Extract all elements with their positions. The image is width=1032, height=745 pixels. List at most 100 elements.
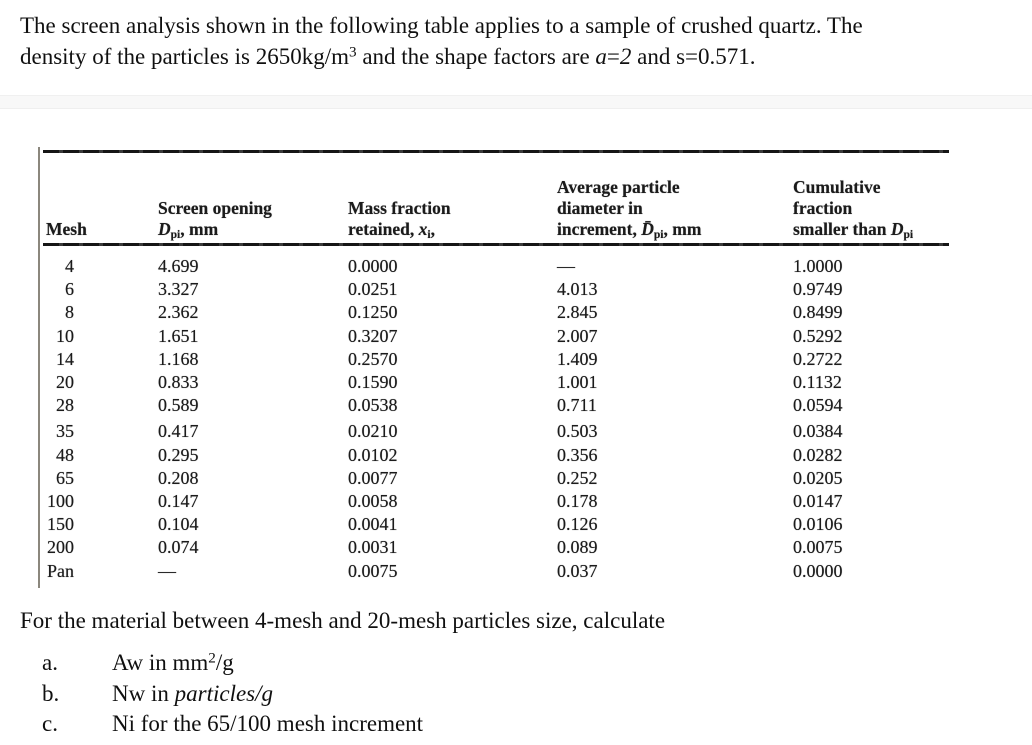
cell-screen-opening: 4.699 <box>158 256 199 276</box>
cell-mass-fraction: 0.0102 <box>348 444 398 465</box>
cell-screen-opening: 0.074 <box>158 537 199 558</box>
table-row: 10 1.651 0.3207 2.007 0.5292 <box>43 325 950 348</box>
cell-mesh: 28 <box>56 395 74 416</box>
cell-screen-opening: 0.589 <box>158 395 199 416</box>
cell-cum-fraction: 0.0282 <box>793 444 843 465</box>
cell-avg-diameter: — <box>557 256 575 276</box>
cell-mass-fraction: 0.2570 <box>348 348 398 369</box>
question-item-text: Ni for the 65/100 mesh increment <box>112 711 424 736</box>
cell-mass-fraction: 0.0251 <box>348 279 398 300</box>
cell-avg-diameter: 2.845 <box>557 302 598 323</box>
cell-screen-opening: 3.327 <box>158 279 199 300</box>
cell-screen-opening: 1.651 <box>158 325 199 346</box>
cell-screen-opening: 0.147 <box>158 491 199 512</box>
cell-mass-fraction: 0.3207 <box>348 325 398 346</box>
cell-mass-fraction: 0.0210 <box>348 421 398 442</box>
cell-mesh: 20 <box>56 372 74 393</box>
divider-band <box>0 95 1032 109</box>
table-row: 20 0.833 0.1590 1.001 0.1132 <box>43 371 950 394</box>
screen-analysis-table: Mesh Screen opening Dpi, mm Mass fraction… <box>38 147 950 588</box>
table-row: 6 3.327 0.0251 4.013 0.9749 <box>43 278 950 301</box>
cell-cum-fraction: 0.0384 <box>793 421 843 442</box>
cell-avg-diameter: 0.126 <box>557 514 598 535</box>
cell-screen-opening: 0.833 <box>158 372 199 393</box>
question-list: a. Aw in mm2/g b. Nw in particles/g c. N… <box>42 648 423 740</box>
cell-cum-fraction: 0.0000 <box>793 560 843 581</box>
column-header-mesh: Mesh <box>46 219 87 239</box>
cell-mesh: 14 <box>56 348 74 369</box>
question-prompt: For the material between 4-mesh and 20-m… <box>20 608 666 633</box>
cell-screen-opening: — <box>158 560 176 581</box>
table-row: 28 0.589 0.0538 0.711 0.0594 <box>43 394 950 417</box>
cell-mesh: Pan <box>47 560 74 581</box>
cell-cum-fraction: 0.9749 <box>793 279 843 300</box>
column-header-avg-diameter: Average particle diameter in increment, D̄… <box>557 177 702 242</box>
table-row: 48 0.295 0.0102 0.356 0.0282 <box>43 444 950 467</box>
cell-avg-diameter: 4.013 <box>557 279 598 300</box>
table-row: 4 4.699 0.0000 — 1.0000 <box>43 255 950 278</box>
cell-mesh: 6 <box>65 279 74 300</box>
cell-avg-diameter: 0.037 <box>557 560 598 581</box>
question-item-b: b. Nw in particles/g <box>42 679 423 710</box>
question-item-text: Aw in mm2/g <box>112 649 234 675</box>
cell-avg-diameter: 0.178 <box>557 491 598 512</box>
cell-screen-opening: 0.104 <box>158 514 199 535</box>
cell-cum-fraction: 0.0594 <box>793 395 843 416</box>
cell-mass-fraction: 0.0000 <box>348 256 398 276</box>
cell-avg-diameter: 0.252 <box>557 467 598 488</box>
question-item-label: a. <box>42 650 58 675</box>
cell-mesh: 4 <box>65 256 74 276</box>
table-body: 4 4.699 0.0000 — 1.0000 6 3.327 0.0251 4… <box>43 255 950 583</box>
cell-cum-fraction: 0.8499 <box>793 302 843 323</box>
table-row: 8 2.362 0.1250 2.845 0.8499 <box>43 301 950 324</box>
cell-mass-fraction: 0.0077 <box>348 467 398 488</box>
column-header-screen-opening: Screen opening Dpi, mm <box>158 198 272 242</box>
cell-mesh: 35 <box>56 421 74 442</box>
cell-mesh: 65 <box>56 467 74 488</box>
cell-mass-fraction: 0.1590 <box>348 372 398 393</box>
table-row: Pan — 0.0075 0.037 0.0000 <box>43 560 950 583</box>
table-header-rule <box>43 243 949 246</box>
cell-mesh: 8 <box>65 302 74 323</box>
question-item-label: c. <box>42 711 58 736</box>
cell-screen-opening: 0.208 <box>158 467 199 488</box>
cell-avg-diameter: 1.409 <box>557 348 598 369</box>
cell-mesh: 100 <box>47 491 74 512</box>
question-item-text: Nw in particles/g <box>112 680 274 706</box>
cell-cum-fraction: 0.0205 <box>793 467 843 488</box>
cell-avg-diameter: 2.007 <box>557 325 598 346</box>
cell-mass-fraction: 0.1250 <box>348 302 398 323</box>
cell-cum-fraction: 0.0147 <box>793 491 843 512</box>
table-header-row: Mesh Screen opening Dpi, mm Mass fraction… <box>43 153 950 243</box>
cell-screen-opening: 2.362 <box>158 302 199 323</box>
cell-screen-opening: 0.417 <box>158 421 199 442</box>
question-item-a: a. Aw in mm2/g <box>42 648 423 679</box>
cell-mesh: 48 <box>56 444 74 465</box>
cell-mesh: 200 <box>47 537 74 558</box>
cell-mesh: 10 <box>56 325 74 346</box>
cell-avg-diameter: 0.089 <box>557 537 598 558</box>
table-row: 14 1.168 0.2570 1.409 0.2722 <box>43 348 950 371</box>
table-row: 100 0.147 0.0058 0.178 0.0147 <box>43 490 950 513</box>
cell-avg-diameter: 0.356 <box>557 444 598 465</box>
cell-cum-fraction: 1.0000 <box>793 256 843 276</box>
table-row: 65 0.208 0.0077 0.252 0.0205 <box>43 467 950 490</box>
cell-avg-diameter: 1.001 <box>557 372 598 393</box>
table-top-rule <box>43 150 949 153</box>
table-row: 200 0.074 0.0031 0.089 0.0075 <box>43 536 950 559</box>
question-item-c: c. Ni for the 65/100 mesh increment <box>42 709 423 740</box>
cell-mass-fraction: 0.0041 <box>348 514 398 535</box>
cell-mass-fraction: 0.0058 <box>348 491 398 512</box>
cell-mass-fraction: 0.0075 <box>348 560 398 581</box>
cell-cum-fraction: 0.5292 <box>793 325 843 346</box>
cell-avg-diameter: 0.711 <box>557 395 597 416</box>
cell-screen-opening: 1.168 <box>158 348 199 369</box>
cell-screen-opening: 0.295 <box>158 444 199 465</box>
question-item-label: b. <box>42 680 60 706</box>
cell-mass-fraction: 0.0031 <box>348 537 398 558</box>
cell-cum-fraction: 0.2722 <box>793 348 843 369</box>
intro-paragraph: The screen analysis shown in the followi… <box>20 13 863 69</box>
table-row: 150 0.104 0.0041 0.126 0.0106 <box>43 513 950 536</box>
cell-avg-diameter: 0.503 <box>557 421 598 442</box>
column-header-mass-fraction: Mass fraction retained, xi, <box>348 198 451 242</box>
